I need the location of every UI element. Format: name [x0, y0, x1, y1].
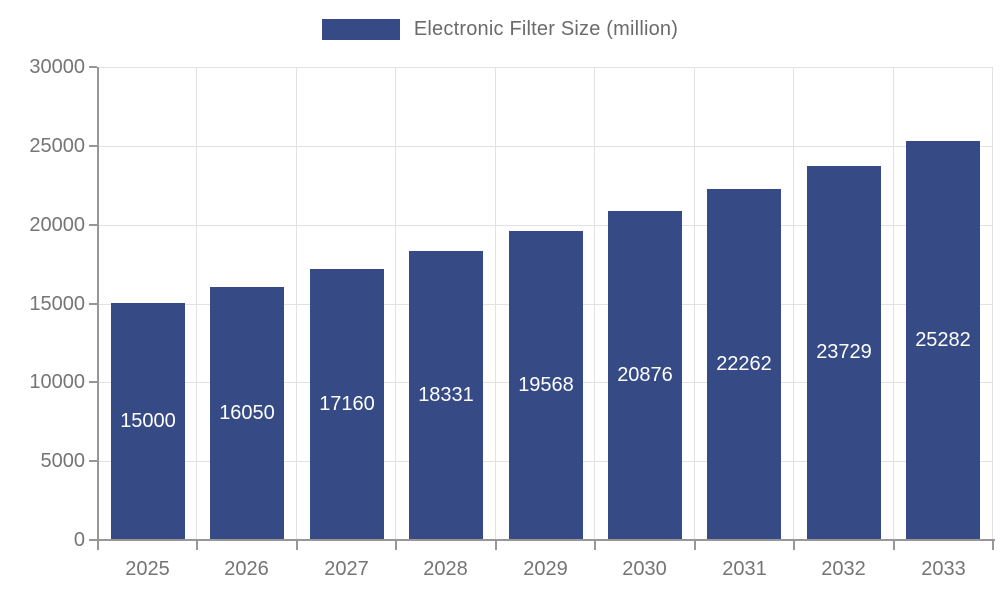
- bar-2029[interactable]: 19568: [509, 231, 583, 540]
- h-gridline: [98, 67, 993, 68]
- bar-value-label: 19568: [518, 374, 574, 396]
- bar-2033[interactable]: 25282: [906, 141, 980, 540]
- x-tick: [693, 541, 696, 550]
- bar-value-label: 22262: [716, 353, 772, 375]
- bar-value-label: 15000: [120, 410, 176, 432]
- y-axis-label: 10000: [29, 371, 85, 394]
- x-axis-label: 2028: [423, 558, 468, 580]
- legend[interactable]: Electronic Filter Size (million): [0, 18, 1000, 41]
- x-axis-label: 2027: [324, 558, 369, 580]
- v-gridline: [892, 67, 894, 540]
- x-tick: [992, 541, 994, 550]
- x-tick: [494, 541, 497, 550]
- x-tick: [97, 541, 99, 550]
- bar-value-label: 16050: [219, 402, 275, 424]
- y-axis-label: 5000: [40, 450, 86, 473]
- y-tick: [89, 539, 97, 541]
- x-tick: [295, 541, 298, 550]
- bar-value-label: 23729: [816, 341, 872, 363]
- x-tick: [793, 541, 796, 550]
- bar-2025[interactable]: 15000: [111, 303, 185, 540]
- y-axis-label: 25000: [29, 134, 85, 157]
- bar-value-label: 25282: [915, 329, 971, 351]
- bar-value-label: 18331: [418, 384, 474, 406]
- v-gridline: [196, 67, 198, 540]
- x-axis-line: [90, 539, 995, 541]
- y-axis-label: 15000: [29, 292, 85, 315]
- y-axis-line: [97, 67, 99, 546]
- x-axis-label: 2030: [622, 558, 667, 580]
- v-gridline: [992, 67, 993, 540]
- bar-2031[interactable]: 22262: [707, 189, 781, 540]
- h-gridline: [98, 145, 993, 147]
- bar-2026[interactable]: 16050: [210, 287, 284, 540]
- legend-label: Electronic Filter Size (million): [413, 18, 679, 40]
- x-tick: [196, 541, 199, 550]
- x-axis-label: 2031: [722, 558, 767, 580]
- legend-swatch: [321, 19, 400, 40]
- bar-2032[interactable]: 23729: [807, 166, 881, 540]
- v-gridline: [494, 67, 496, 540]
- bar-value-label: 20876: [617, 364, 673, 386]
- plot-area: 15000 16050 17160 18331 19568 20876 22262 23729…: [98, 67, 993, 540]
- y-tick: [89, 381, 97, 384]
- y-axis-label: 30000: [29, 56, 85, 78]
- y-tick: [89, 66, 97, 68]
- bar-value-label: 17160: [319, 393, 375, 415]
- x-axis-label: 2025: [125, 558, 170, 580]
- x-axis-label: 2032: [821, 558, 866, 580]
- v-gridline: [793, 67, 795, 540]
- bar-2027[interactable]: 17160: [310, 269, 384, 540]
- v-gridline: [395, 67, 397, 540]
- y-axis-label: 0: [73, 529, 85, 551]
- x-tick: [892, 541, 895, 550]
- v-gridline: [295, 67, 297, 540]
- x-axis-label: 2033: [921, 558, 966, 580]
- y-tick: [89, 223, 97, 226]
- y-axis-label: 20000: [29, 213, 85, 236]
- bar-2030[interactable]: 20876: [608, 211, 682, 540]
- y-tick: [89, 302, 97, 305]
- y-tick: [89, 144, 97, 147]
- bar-2028[interactable]: 18331: [409, 251, 483, 540]
- x-axis-label: 2026: [224, 558, 269, 580]
- x-axis-label: 2029: [523, 558, 568, 580]
- v-gridline: [594, 67, 596, 540]
- x-tick: [594, 541, 597, 550]
- x-tick: [395, 541, 398, 550]
- h-gridline: [98, 224, 993, 226]
- v-gridline: [693, 67, 695, 540]
- y-tick: [89, 460, 97, 463]
